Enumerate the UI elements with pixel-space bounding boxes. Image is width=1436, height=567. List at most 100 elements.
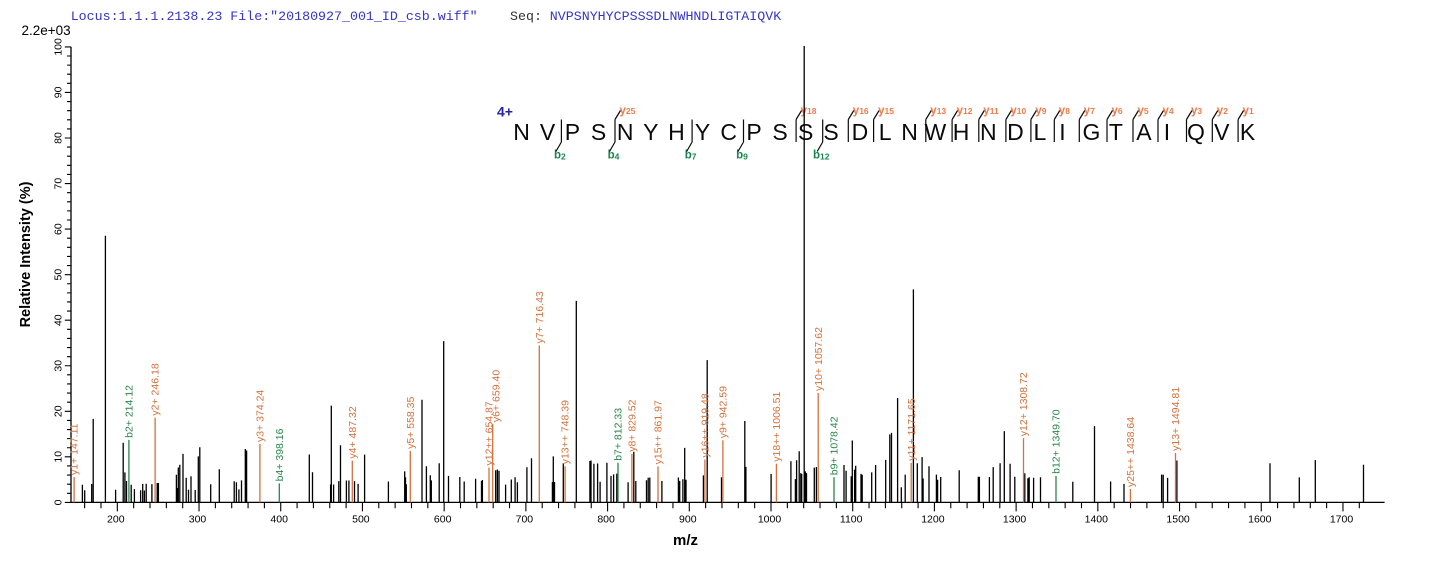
- svg-text:L: L: [1034, 119, 1047, 145]
- svg-text:b4: b4: [608, 150, 620, 162]
- svg-text:V: V: [540, 119, 556, 145]
- svg-text:300: 300: [189, 514, 207, 526]
- svg-text:y4+ 487.32: y4+ 487.32: [347, 406, 359, 458]
- svg-text:1300: 1300: [1003, 514, 1027, 526]
- svg-text:40: 40: [53, 314, 65, 326]
- svg-text:y15++ 861.97: y15++ 861.97: [653, 400, 665, 464]
- svg-text:Relative Intensity (%): Relative Intensity (%): [18, 181, 34, 327]
- svg-text:y11+ 1171.65: y11+ 1171.65: [906, 398, 918, 461]
- svg-text:10: 10: [53, 451, 65, 463]
- svg-text:20: 20: [53, 405, 65, 417]
- svg-text:W: W: [924, 119, 946, 145]
- svg-text:H: H: [953, 119, 970, 145]
- svg-text:400: 400: [270, 514, 288, 526]
- svg-text:800: 800: [597, 514, 615, 526]
- svg-text:y15: y15: [878, 105, 894, 117]
- svg-text:60: 60: [53, 223, 65, 235]
- svg-text:b9+ 1078.42: b9+ 1078.42: [829, 416, 841, 475]
- svg-text:N: N: [901, 119, 918, 145]
- svg-text:m/z: m/z: [673, 532, 698, 549]
- svg-text:D: D: [852, 119, 869, 145]
- svg-text:1200: 1200: [921, 514, 945, 526]
- svg-text:Locus:1.1.1.2138.23 File:"2018: Locus:1.1.1.2138.23 File:"20180927_001_I…: [71, 9, 478, 24]
- svg-text:y9: y9: [1035, 105, 1046, 117]
- svg-text:P: P: [565, 119, 580, 145]
- svg-text:Q: Q: [1187, 119, 1205, 145]
- svg-text:y7+ 716.43: y7+ 716.43: [534, 291, 546, 343]
- svg-text:S: S: [772, 119, 787, 145]
- svg-text:Y: Y: [643, 119, 658, 145]
- svg-text:70: 70: [53, 178, 65, 190]
- svg-text:y6: y6: [1112, 105, 1123, 117]
- svg-text:N: N: [513, 119, 530, 145]
- svg-text:y16++ 919.48: y16++ 919.48: [700, 393, 712, 457]
- svg-text:100: 100: [53, 38, 65, 56]
- svg-text:S: S: [823, 119, 838, 145]
- svg-text:K: K: [1240, 119, 1256, 145]
- svg-text:T: T: [1109, 119, 1123, 145]
- svg-text:Seq:: Seq:: [510, 9, 542, 24]
- svg-text:Y: Y: [695, 119, 710, 145]
- svg-text:y5+ 558.35: y5+ 558.35: [405, 396, 417, 448]
- svg-text:y6+ 659.40: y6+ 659.40: [490, 370, 502, 422]
- svg-text:H: H: [668, 119, 685, 145]
- svg-text:y25: y25: [620, 105, 636, 117]
- svg-text:y13: y13: [930, 105, 946, 117]
- svg-text:y8: y8: [1059, 105, 1070, 117]
- svg-text:b7+ 812.33: b7+ 812.33: [613, 408, 625, 461]
- svg-text:b12+ 1349.70: b12+ 1349.70: [1051, 409, 1063, 474]
- svg-text:4+: 4+: [497, 104, 513, 120]
- svg-text:y18: y18: [801, 105, 817, 117]
- svg-text:y3: y3: [1191, 105, 1202, 117]
- svg-text:y12: y12: [957, 105, 973, 117]
- svg-text:C: C: [720, 119, 737, 145]
- svg-text:y11: y11: [983, 105, 999, 117]
- svg-text:D: D: [1007, 119, 1024, 145]
- svg-text:y2: y2: [1217, 105, 1228, 117]
- svg-text:1500: 1500: [1166, 514, 1190, 526]
- svg-text:L: L: [879, 119, 892, 145]
- svg-text:y5: y5: [1138, 105, 1149, 117]
- svg-text:90: 90: [53, 86, 65, 98]
- svg-text:y10: y10: [1010, 105, 1026, 117]
- svg-text:b12: b12: [813, 150, 830, 162]
- svg-text:b4+ 398.16: b4+ 398.16: [274, 428, 286, 481]
- svg-text:2.2e+03: 2.2e+03: [22, 23, 71, 38]
- svg-text:80: 80: [53, 132, 65, 144]
- svg-text:200: 200: [107, 514, 125, 526]
- svg-text:A: A: [1136, 119, 1152, 145]
- svg-text:y13+ 1494.81: y13+ 1494.81: [1170, 387, 1182, 451]
- svg-text:900: 900: [679, 514, 697, 526]
- svg-text:S: S: [591, 119, 606, 145]
- svg-text:y4: y4: [1163, 105, 1174, 117]
- svg-text:500: 500: [352, 514, 370, 526]
- svg-text:30: 30: [53, 360, 65, 372]
- svg-text:N: N: [617, 119, 634, 145]
- svg-text:y7: y7: [1084, 105, 1095, 117]
- svg-text:y12++ 654.87: y12++ 654.87: [484, 401, 496, 465]
- svg-text:y1+ 147.11: y1+ 147.11: [69, 423, 81, 475]
- svg-text:1700: 1700: [1330, 514, 1354, 526]
- svg-text:600: 600: [434, 514, 452, 526]
- svg-text:P: P: [746, 119, 761, 145]
- svg-text:y10+ 1057.62: y10+ 1057.62: [813, 327, 825, 391]
- svg-text:b2: b2: [554, 150, 566, 162]
- svg-text:y18++ 1006.51: y18++ 1006.51: [771, 391, 783, 461]
- svg-text:y8+ 829.52: y8+ 829.52: [627, 399, 639, 451]
- svg-text:1000: 1000: [758, 514, 782, 526]
- svg-text:1100: 1100: [840, 514, 863, 526]
- svg-text:b2+ 214.12: b2+ 214.12: [124, 385, 136, 438]
- svg-text:y3+ 374.24: y3+ 374.24: [255, 390, 267, 442]
- svg-text:y16: y16: [853, 105, 869, 117]
- svg-text:y2+ 246.18: y2+ 246.18: [150, 363, 162, 415]
- svg-text:0: 0: [53, 499, 65, 505]
- svg-text:b7: b7: [685, 150, 697, 162]
- svg-text:1400: 1400: [1085, 514, 1109, 526]
- svg-text:1600: 1600: [1248, 514, 1272, 526]
- svg-text:G: G: [1083, 119, 1101, 145]
- svg-text:700: 700: [516, 514, 534, 526]
- svg-text:N: N: [980, 119, 997, 145]
- svg-text:y13++ 748.39: y13++ 748.39: [560, 400, 572, 464]
- svg-text:I: I: [1059, 119, 1065, 145]
- svg-text:I: I: [1164, 119, 1170, 145]
